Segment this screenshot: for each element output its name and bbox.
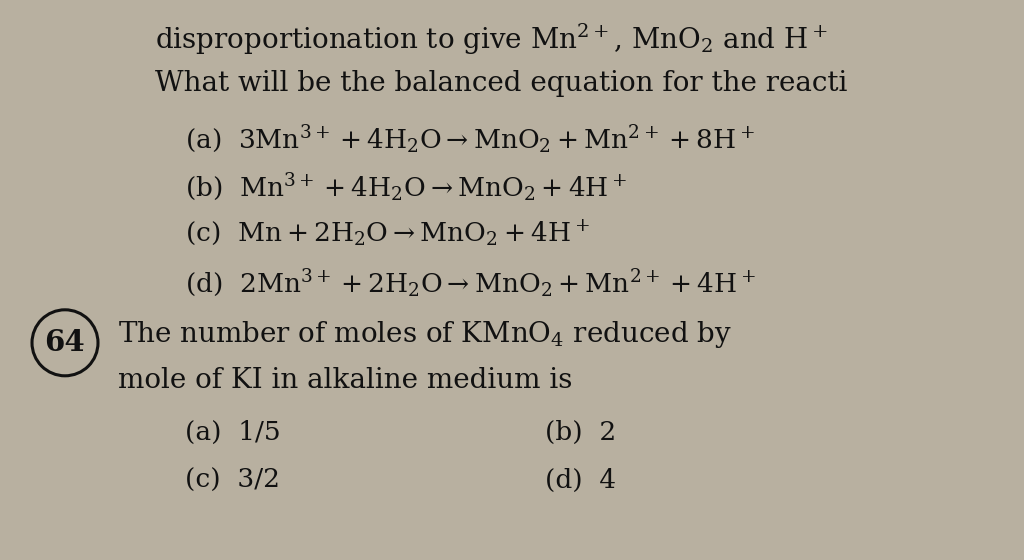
Text: The number of moles of $\mathregular{KMnO_4}$ reduced by: The number of moles of $\mathregular{KMn…: [118, 319, 732, 350]
Text: (d)  4: (d) 4: [545, 468, 616, 493]
Text: (b)  2: (b) 2: [545, 419, 616, 445]
Text: (b)  $\mathregular{Mn^{3+} + 4H_2O \rightarrow MnO_2 + 4H^+}$: (b) $\mathregular{Mn^{3+} + 4H_2O \right…: [185, 171, 628, 203]
Text: (a)  $\mathregular{3Mn^{3+} + 4H_2O \rightarrow MnO_2 + Mn^{2+} + 8H^+}$: (a) $\mathregular{3Mn^{3+} + 4H_2O \righ…: [185, 123, 755, 155]
Text: 64: 64: [45, 328, 85, 357]
Text: mole of KI in alkaline medium is: mole of KI in alkaline medium is: [118, 367, 572, 394]
Text: (d)  $\mathregular{2Mn^{3+} + 2H_2O \rightarrow MnO_2 + Mn^{2+} + 4H^+}$: (d) $\mathregular{2Mn^{3+} + 2H_2O \righ…: [185, 267, 756, 298]
Text: (a)  1/5: (a) 1/5: [185, 419, 281, 445]
Text: (c)  3/2: (c) 3/2: [185, 468, 280, 493]
Text: (c)  $\mathregular{Mn + 2H_2O \rightarrow MnO_2 + 4H^+}$: (c) $\mathregular{Mn + 2H_2O \rightarrow…: [185, 219, 590, 248]
Text: disproportionation to give $\mathregular{Mn^{2+}}$, $\mathregular{MnO_2}$ and $\: disproportionation to give $\mathregular…: [155, 22, 828, 57]
Text: What will be the balanced equation for the reacti: What will be the balanced equation for t…: [155, 70, 848, 97]
